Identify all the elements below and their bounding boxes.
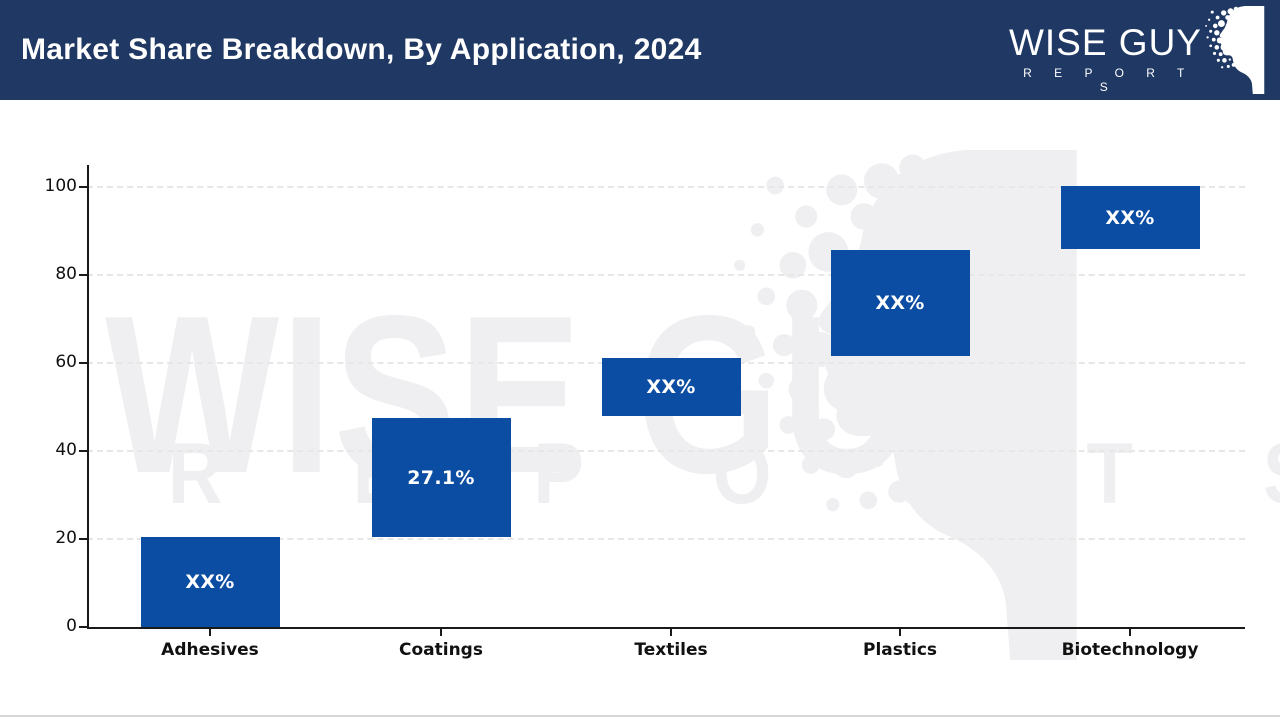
plot-area: 0 20 40 60 80 100 XX% Adhesives 27.1% Coatings XX%… bbox=[0, 100, 1280, 720]
x-axis-category-label: Biotechnology bbox=[1061, 640, 1199, 660]
dotted-head-profile-icon bbox=[1178, 6, 1274, 94]
bar-segment: 27.1% bbox=[371, 418, 511, 538]
brand-subname: R E P O R T S bbox=[1023, 66, 1194, 94]
gridline bbox=[87, 450, 1245, 452]
page-bottom-border bbox=[0, 715, 1280, 717]
bar-segment: XX% bbox=[140, 537, 280, 627]
bar-value-label: 27.1% bbox=[407, 466, 475, 489]
x-axis-tick bbox=[440, 629, 442, 636]
brand-name: WISE GUY bbox=[1008, 22, 1202, 63]
y-axis-tick bbox=[79, 274, 87, 276]
x-axis-category-label: Coatings bbox=[399, 640, 483, 660]
y-axis-line bbox=[87, 165, 89, 629]
y-axis-tick-label: 0 bbox=[66, 616, 77, 636]
brand-logo: WISE GUY R E P O R T S bbox=[1009, 0, 1270, 100]
x-axis-tick bbox=[670, 629, 672, 636]
y-axis-tick-label: 60 bbox=[55, 352, 77, 372]
y-axis-tick bbox=[79, 450, 87, 452]
bar-value-label: XX% bbox=[875, 292, 925, 315]
y-axis-tick bbox=[79, 538, 87, 540]
gridline bbox=[87, 186, 1245, 188]
y-axis-tick-label: 100 bbox=[44, 176, 77, 196]
y-axis-tick-label: 40 bbox=[55, 440, 77, 460]
y-axis-tick-label: 80 bbox=[55, 264, 77, 284]
y-axis-tick bbox=[79, 186, 87, 188]
bar-value-label: XX% bbox=[1105, 206, 1155, 229]
x-axis-tick bbox=[209, 629, 211, 636]
x-axis-tick bbox=[1129, 629, 1131, 636]
bar-segment: XX% bbox=[601, 358, 741, 417]
bar-value-label: XX% bbox=[646, 376, 696, 399]
x-axis-category-label: Textiles bbox=[634, 640, 708, 660]
y-axis-tick bbox=[79, 626, 87, 628]
y-axis-tick-label: 20 bbox=[55, 528, 77, 548]
brand-logo-text: WISE GUY R E P O R T S bbox=[1009, 22, 1202, 94]
gridline bbox=[87, 538, 1245, 540]
gridline bbox=[87, 274, 1245, 276]
header-bar: Market Share Breakdown, By Application, … bbox=[0, 0, 1280, 100]
bar-segment: XX% bbox=[830, 249, 970, 357]
x-axis-category-label: Adhesives bbox=[161, 640, 259, 660]
watermark-text: R E P O R T S bbox=[168, 426, 1280, 522]
bar-segment: XX% bbox=[1060, 186, 1200, 250]
bar-value-label: XX% bbox=[185, 571, 235, 594]
y-axis-tick bbox=[79, 362, 87, 364]
x-axis-tick bbox=[899, 629, 901, 636]
x-axis-line bbox=[87, 627, 1245, 629]
chart-title: Market Share Breakdown, By Application, … bbox=[21, 33, 702, 66]
x-axis-category-label: Plastics bbox=[862, 640, 938, 660]
